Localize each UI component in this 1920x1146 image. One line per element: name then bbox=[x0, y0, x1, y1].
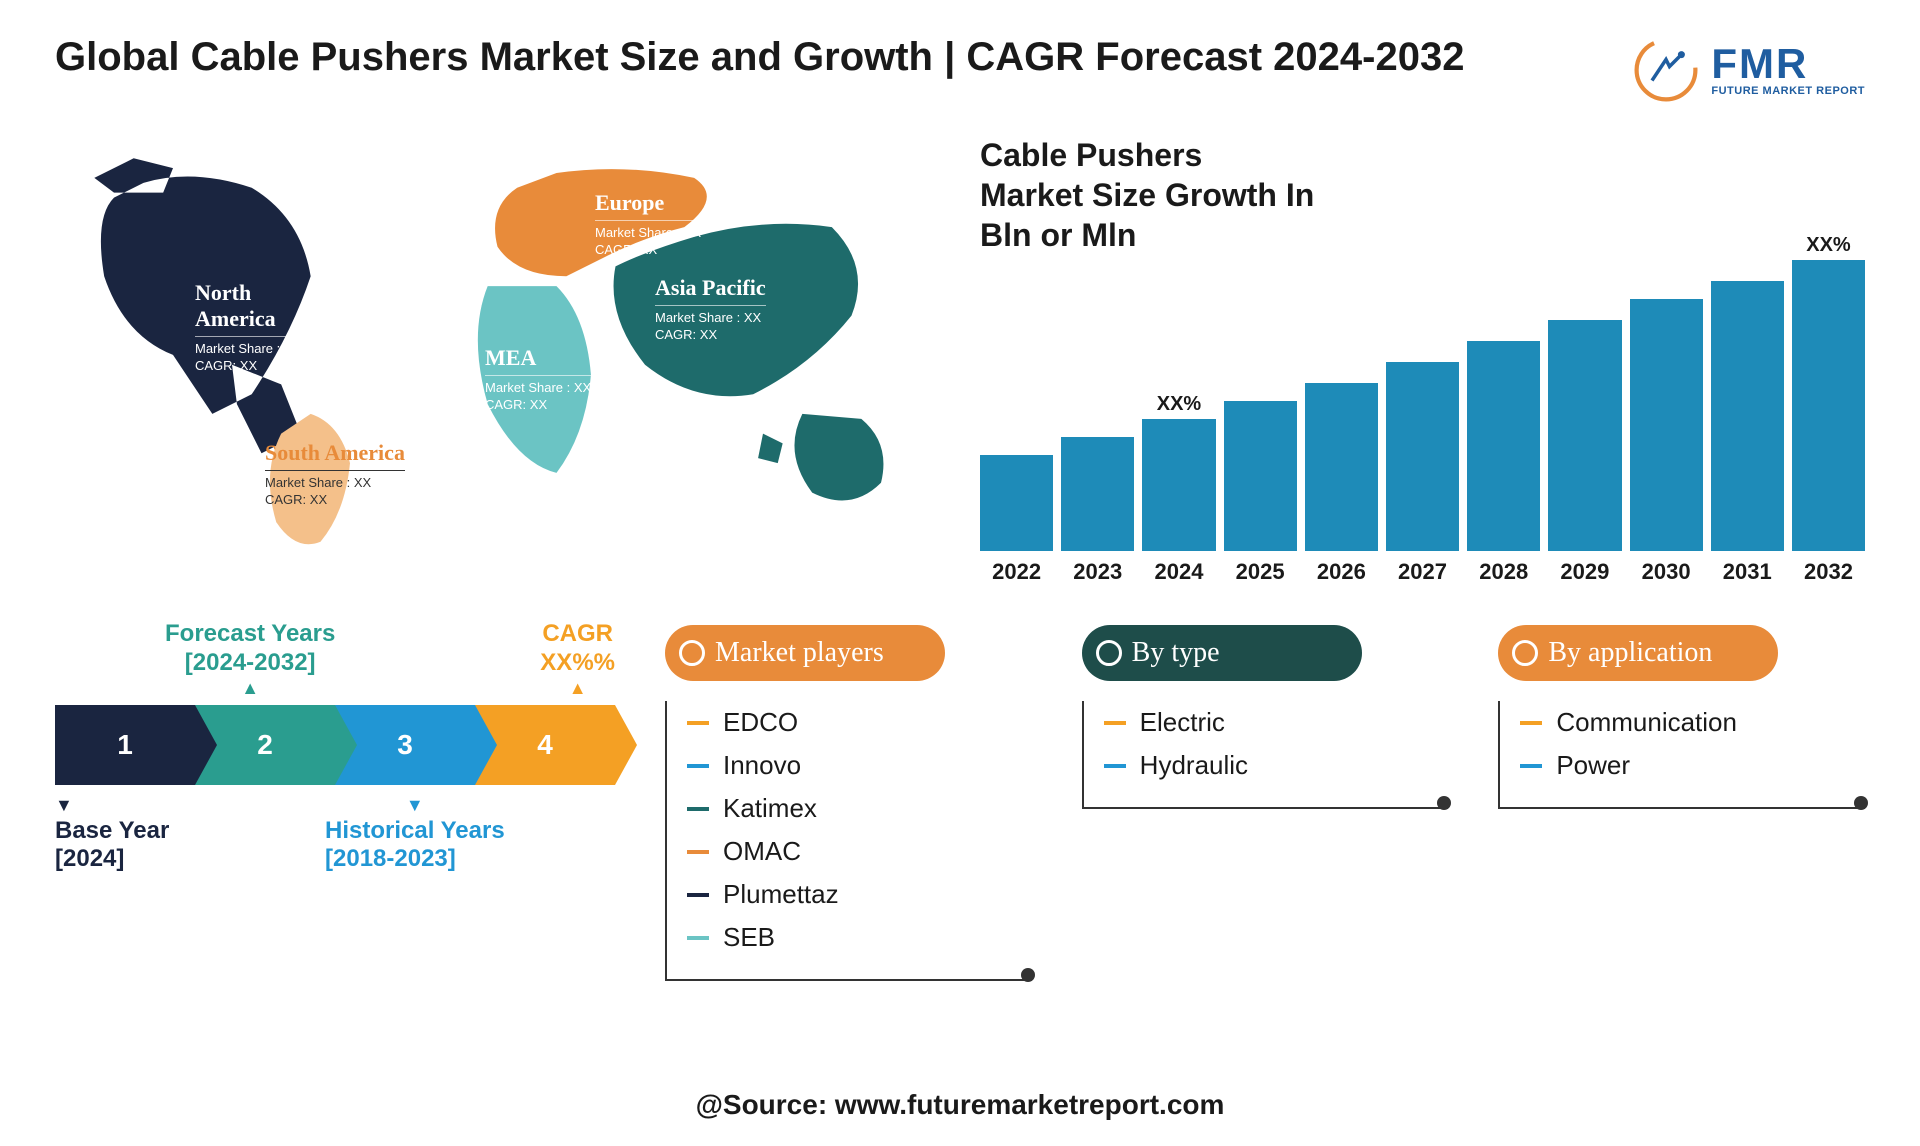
category-pill: Market players bbox=[665, 625, 945, 681]
list-item: SEB bbox=[687, 916, 1022, 959]
bar-year-2028: 2028 bbox=[1479, 559, 1528, 585]
category-market-players: Market players EDCO Innovo Katimex OMAC Plume… bbox=[665, 625, 1032, 981]
list-item-label: SEB bbox=[723, 922, 775, 953]
bar-2024: XX%2024 bbox=[1142, 419, 1215, 585]
bar-year-2024: 2024 bbox=[1154, 559, 1203, 585]
logo-subtext: FUTURE MARKET REPORT bbox=[1711, 85, 1865, 97]
region-na-stats: Market Share : XXCAGR: XX bbox=[195, 336, 301, 375]
list-item-label: OMAC bbox=[723, 836, 801, 867]
list-item-label: EDCO bbox=[723, 707, 798, 738]
chevron-1: 1 bbox=[55, 705, 195, 785]
logo-icon bbox=[1631, 35, 1701, 105]
region-sa-stats: Market Share : XXCAGR: XX bbox=[265, 470, 405, 509]
list-item-label: Innovo bbox=[723, 750, 801, 781]
dash-icon bbox=[687, 764, 709, 768]
region-eu-stats: Market Share : XXCAGR: XX bbox=[595, 220, 701, 259]
timeline-label-cagr: CAGRXX%%▲ bbox=[540, 620, 615, 699]
timeline: Forecast Years[2024-2032]▲ CAGRXX%%▲ 1 2… bbox=[55, 625, 615, 785]
region-ap-title: Asia Pacific bbox=[655, 275, 766, 301]
bar-year-2029: 2029 bbox=[1560, 559, 1609, 585]
bar-2031: 2031 bbox=[1711, 281, 1784, 585]
bar-2022: 2022 bbox=[980, 455, 1053, 585]
list-item: Plumettaz bbox=[687, 873, 1022, 916]
category-pill: By application bbox=[1498, 625, 1778, 681]
list-item-label: Electric bbox=[1140, 707, 1225, 738]
list-item: EDCO bbox=[687, 701, 1022, 744]
timeline-label-base: ▼Base Year[2024] bbox=[55, 795, 169, 874]
dash-icon bbox=[687, 893, 709, 897]
region-na: NorthAmerica Market Share : XXCAGR: XX bbox=[195, 280, 301, 375]
bar-2030: 2030 bbox=[1630, 299, 1703, 585]
bar-2029: 2029 bbox=[1548, 320, 1621, 585]
bar-2032: XX%2032 bbox=[1792, 260, 1865, 585]
list-item-label: Power bbox=[1556, 750, 1630, 781]
region-mea-stats: Market Share : XXCAGR: XX bbox=[485, 375, 591, 414]
bar-year-2022: 2022 bbox=[992, 559, 1041, 585]
list-item: OMAC bbox=[687, 830, 1022, 873]
bar-2025: 2025 bbox=[1224, 401, 1297, 585]
bar-chart: Cable PushersMarket Size Growth InBln or… bbox=[980, 135, 1865, 565]
category-list: EDCO Innovo Katimex OMAC Plumettaz SEB bbox=[665, 701, 1032, 981]
bar-chart-title: Cable PushersMarket Size Growth InBln or… bbox=[980, 135, 1400, 255]
page-title: Global Cable Pushers Market Size and Gro… bbox=[55, 35, 1464, 80]
bar-2027: 2027 bbox=[1386, 362, 1459, 585]
list-item-label: Hydraulic bbox=[1140, 750, 1248, 781]
list-item: Communication bbox=[1520, 701, 1855, 744]
dash-icon bbox=[687, 850, 709, 854]
list-item: Power bbox=[1520, 744, 1855, 787]
region-ap-stats: Market Share : XXCAGR: XX bbox=[655, 305, 766, 344]
source-text: @Source: www.futuremarketreport.com bbox=[696, 1089, 1225, 1121]
bar-year-2025: 2025 bbox=[1236, 559, 1285, 585]
timeline-label-historical: ▼Historical Years[2018-2023] bbox=[325, 795, 505, 874]
chevron-row: 1 2 3 4 bbox=[55, 705, 615, 785]
list-item: Electric bbox=[1104, 701, 1439, 744]
bar-year-2030: 2030 bbox=[1642, 559, 1691, 585]
list-item-label: Katimex bbox=[723, 793, 817, 824]
dash-icon bbox=[1520, 721, 1542, 725]
list-item: Katimex bbox=[687, 787, 1022, 830]
bar-year-2032: 2032 bbox=[1804, 559, 1853, 585]
bar-2023: 2023 bbox=[1061, 437, 1134, 585]
category-list: Electric Hydraulic bbox=[1082, 701, 1449, 809]
list-item-label: Plumettaz bbox=[723, 879, 839, 910]
bar-2026: 2026 bbox=[1305, 383, 1378, 585]
category-by-application: By application Communication Power bbox=[1498, 625, 1865, 809]
bar-year-2026: 2026 bbox=[1317, 559, 1366, 585]
list-item: Innovo bbox=[687, 744, 1022, 787]
logo: FMR FUTURE MARKET REPORT bbox=[1631, 35, 1865, 105]
category-by-type: By type Electric Hydraulic bbox=[1082, 625, 1449, 809]
bar-label-2032: XX% bbox=[1806, 234, 1850, 257]
region-sa-title: South America bbox=[265, 440, 405, 466]
timeline-label-forecast: Forecast Years[2024-2032]▲ bbox=[165, 620, 335, 699]
dash-icon bbox=[687, 721, 709, 725]
category-list: Communication Power bbox=[1498, 701, 1865, 809]
world-map: NorthAmerica Market Share : XXCAGR: XX S… bbox=[55, 135, 940, 565]
region-eu-title: Europe bbox=[595, 190, 701, 216]
dash-icon bbox=[1520, 764, 1542, 768]
dash-icon bbox=[687, 807, 709, 811]
region-na-title: NorthAmerica bbox=[195, 280, 301, 332]
bar-year-2031: 2031 bbox=[1723, 559, 1772, 585]
bar-2028: 2028 bbox=[1467, 341, 1540, 585]
dash-icon bbox=[1104, 764, 1126, 768]
list-item-label: Communication bbox=[1556, 707, 1737, 738]
logo-text: FMR bbox=[1711, 43, 1865, 85]
bar-year-2027: 2027 bbox=[1398, 559, 1447, 585]
category-pill: By type bbox=[1082, 625, 1362, 681]
region-mea: MEA Market Share : XXCAGR: XX bbox=[485, 345, 591, 414]
list-item: Hydraulic bbox=[1104, 744, 1439, 787]
dash-icon bbox=[687, 936, 709, 940]
bar-label-2024: XX% bbox=[1157, 393, 1201, 416]
region-mea-title: MEA bbox=[485, 345, 591, 371]
region-sa: South America Market Share : XXCAGR: XX bbox=[265, 440, 405, 509]
region-ap: Asia Pacific Market Share : XXCAGR: XX bbox=[655, 275, 766, 344]
bar-year-2023: 2023 bbox=[1073, 559, 1122, 585]
dash-icon bbox=[1104, 721, 1126, 725]
region-eu: Europe Market Share : XXCAGR: XX bbox=[595, 190, 701, 259]
